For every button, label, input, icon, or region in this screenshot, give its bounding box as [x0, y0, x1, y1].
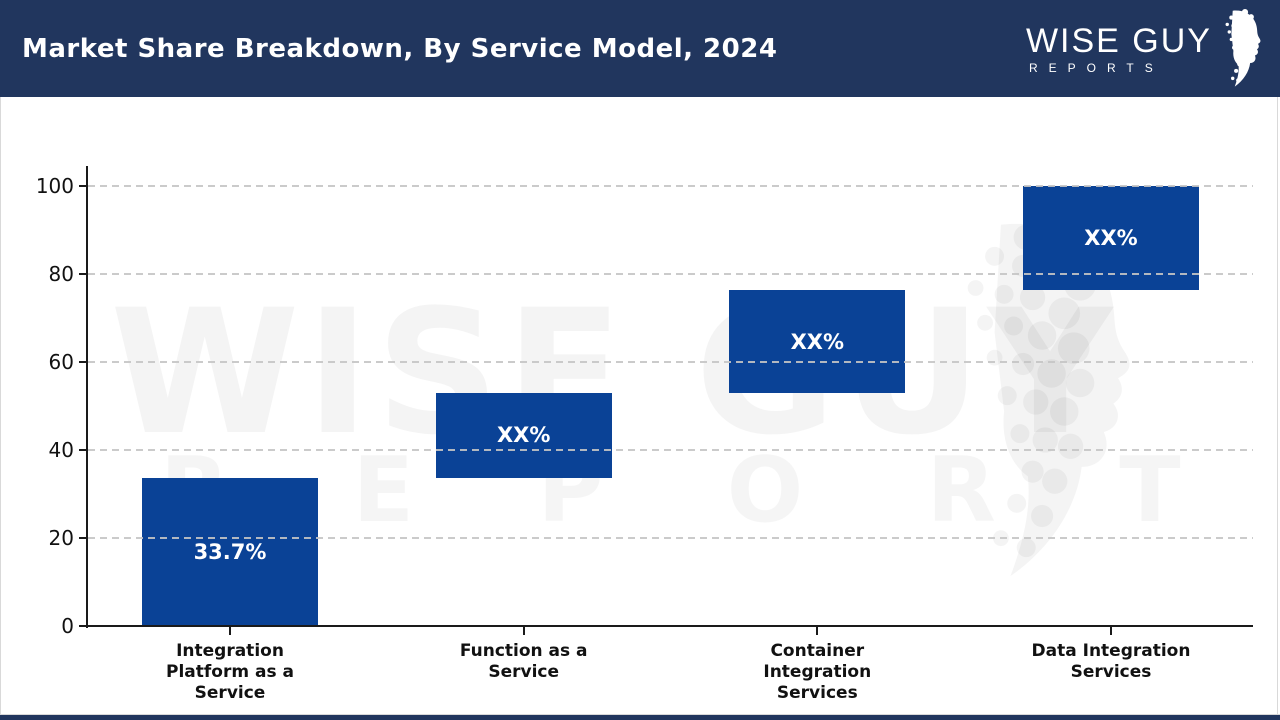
brand-logo: WISE GUY REPORTS [1026, 6, 1264, 92]
page-title: Market Share Breakdown, By Service Model… [22, 33, 778, 64]
brand-text: WISE GUY REPORTS [1026, 24, 1212, 75]
brand-subtitle: REPORTS [1028, 60, 1164, 75]
watermark-face-icon [967, 216, 1130, 577]
bottom-divider [0, 714, 1280, 715]
footer-bar [0, 715, 1280, 720]
header: Market Share Breakdown, By Service Model… [0, 0, 1280, 97]
brand-name: WISE GUY [1025, 21, 1212, 60]
